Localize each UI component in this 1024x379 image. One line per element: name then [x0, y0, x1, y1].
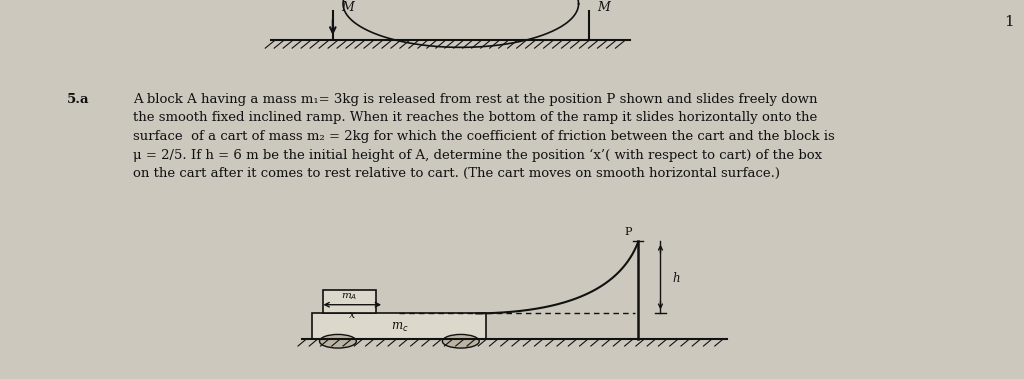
- Text: h: h: [673, 272, 680, 285]
- Text: m$_A$: m$_A$: [341, 291, 357, 302]
- Text: M: M: [597, 1, 609, 14]
- Circle shape: [319, 334, 356, 348]
- Text: M: M: [341, 1, 353, 14]
- Text: P: P: [625, 227, 632, 237]
- Text: 1: 1: [1004, 15, 1014, 29]
- Bar: [323, 290, 376, 313]
- Text: x: x: [349, 310, 355, 319]
- Text: A block A having a mass m₁= 3kg is released from rest at the position P shown an: A block A having a mass m₁= 3kg is relea…: [133, 93, 835, 180]
- Circle shape: [442, 334, 479, 348]
- Bar: [312, 313, 486, 339]
- Text: 5.a: 5.a: [67, 93, 89, 106]
- Text: m$_c$: m$_c$: [390, 321, 409, 334]
